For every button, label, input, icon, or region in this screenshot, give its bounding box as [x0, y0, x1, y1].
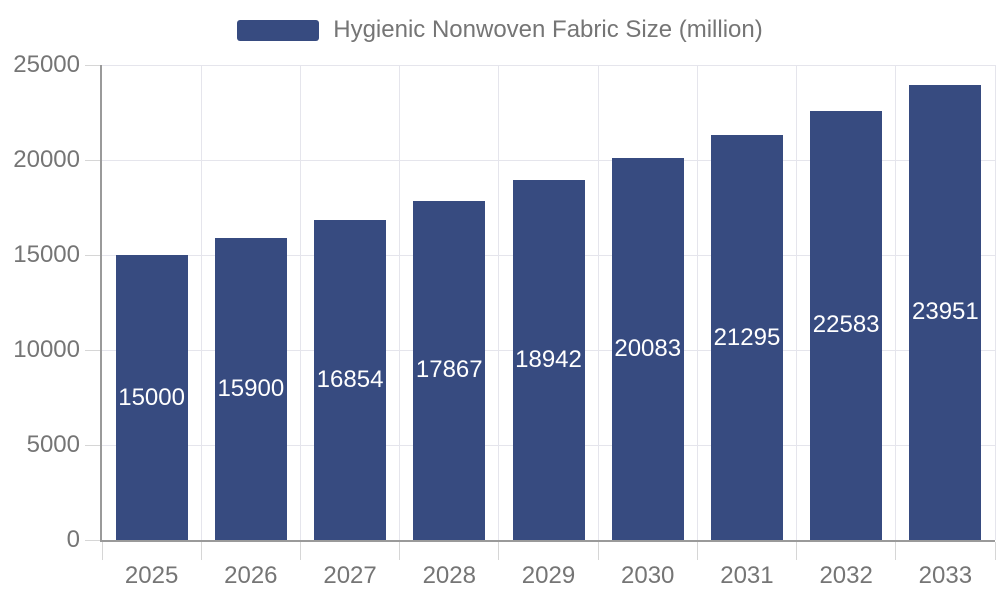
x-axis-tick	[498, 542, 500, 560]
x-axis-tick	[101, 542, 103, 560]
legend-item[interactable]: Hygienic Nonwoven Fabric Size (million)	[0, 16, 1000, 44]
bar-value-label: 20083	[614, 335, 682, 363]
bar-value-label: 15900	[217, 374, 285, 402]
bar[interactable]: 20083	[611, 158, 684, 540]
bar[interactable]: 17867	[413, 200, 486, 540]
x-axis-tick	[399, 542, 401, 560]
bar-value-label: 15000	[118, 383, 185, 411]
x-tick-label: 2032	[819, 562, 873, 589]
gridline-vertical	[696, 65, 698, 540]
gridline-horizontal	[102, 160, 995, 161]
x-axis-tick	[895, 542, 897, 560]
y-tick-label: 25000	[13, 51, 80, 78]
y-axis-tick	[85, 159, 100, 161]
y-tick-label: 0	[66, 526, 80, 553]
bar-value-label: 22583	[812, 311, 880, 339]
bar-value-label: 17867	[415, 356, 483, 384]
gridline-vertical	[895, 65, 897, 540]
bar-value-label: 21295	[713, 323, 781, 351]
gridline-vertical	[399, 65, 401, 540]
y-tick-label: 10000	[13, 336, 80, 363]
legend-label: Hygienic Nonwoven Fabric Size (million)	[333, 16, 763, 43]
y-tick-label: 15000	[13, 241, 80, 268]
gridline-vertical	[299, 65, 301, 540]
y-axis-tick	[85, 64, 100, 66]
x-axis-tick	[200, 542, 202, 560]
gridline-vertical	[597, 65, 599, 540]
bar[interactable]: 15900	[214, 237, 287, 540]
x-axis-tick	[994, 542, 996, 560]
legend-swatch	[237, 19, 320, 41]
bar[interactable]: 18942	[512, 180, 585, 540]
x-axis-line	[100, 540, 995, 542]
x-tick-label: 2028	[422, 562, 476, 589]
gridline-vertical	[200, 65, 202, 540]
y-tick-label: 20000	[13, 146, 80, 173]
x-axis-tick	[696, 542, 698, 560]
y-axis-tick	[85, 254, 100, 256]
x-axis-tick	[299, 542, 301, 560]
gridline-vertical	[994, 65, 996, 540]
y-tick-label: 5000	[26, 431, 80, 458]
x-tick-label: 2030	[621, 562, 675, 589]
gridline-vertical	[796, 65, 798, 540]
x-axis-tick	[796, 542, 798, 560]
y-axis-tick	[85, 349, 100, 351]
x-tick-label: 2031	[720, 562, 774, 589]
x-tick-label: 2033	[918, 562, 973, 589]
bar[interactable]: 16854	[314, 219, 387, 540]
bar[interactable]: 23951	[909, 84, 982, 540]
bar-value-label: 18942	[515, 346, 582, 374]
x-tick-label: 2025	[124, 562, 179, 589]
bar[interactable]: 15000	[115, 255, 188, 540]
gridline-horizontal	[102, 65, 995, 66]
plot-area: 0 5000 10000 15000 20000 25000 15000 2025 15900 2…	[13, 51, 996, 589]
bar-value-label: 16854	[316, 365, 384, 393]
bar[interactable]: 21295	[710, 135, 783, 540]
gridline-vertical	[498, 65, 500, 540]
bar-value-label: 23951	[912, 298, 979, 326]
y-axis-line	[100, 65, 102, 542]
bar[interactable]: 22583	[810, 110, 883, 540]
x-tick-label: 2029	[521, 562, 576, 589]
y-axis-tick	[85, 444, 100, 446]
x-tick-label: 2026	[224, 562, 278, 589]
x-tick-label: 2027	[323, 562, 377, 589]
x-axis-tick	[597, 542, 599, 560]
y-axis-tick	[85, 539, 100, 541]
